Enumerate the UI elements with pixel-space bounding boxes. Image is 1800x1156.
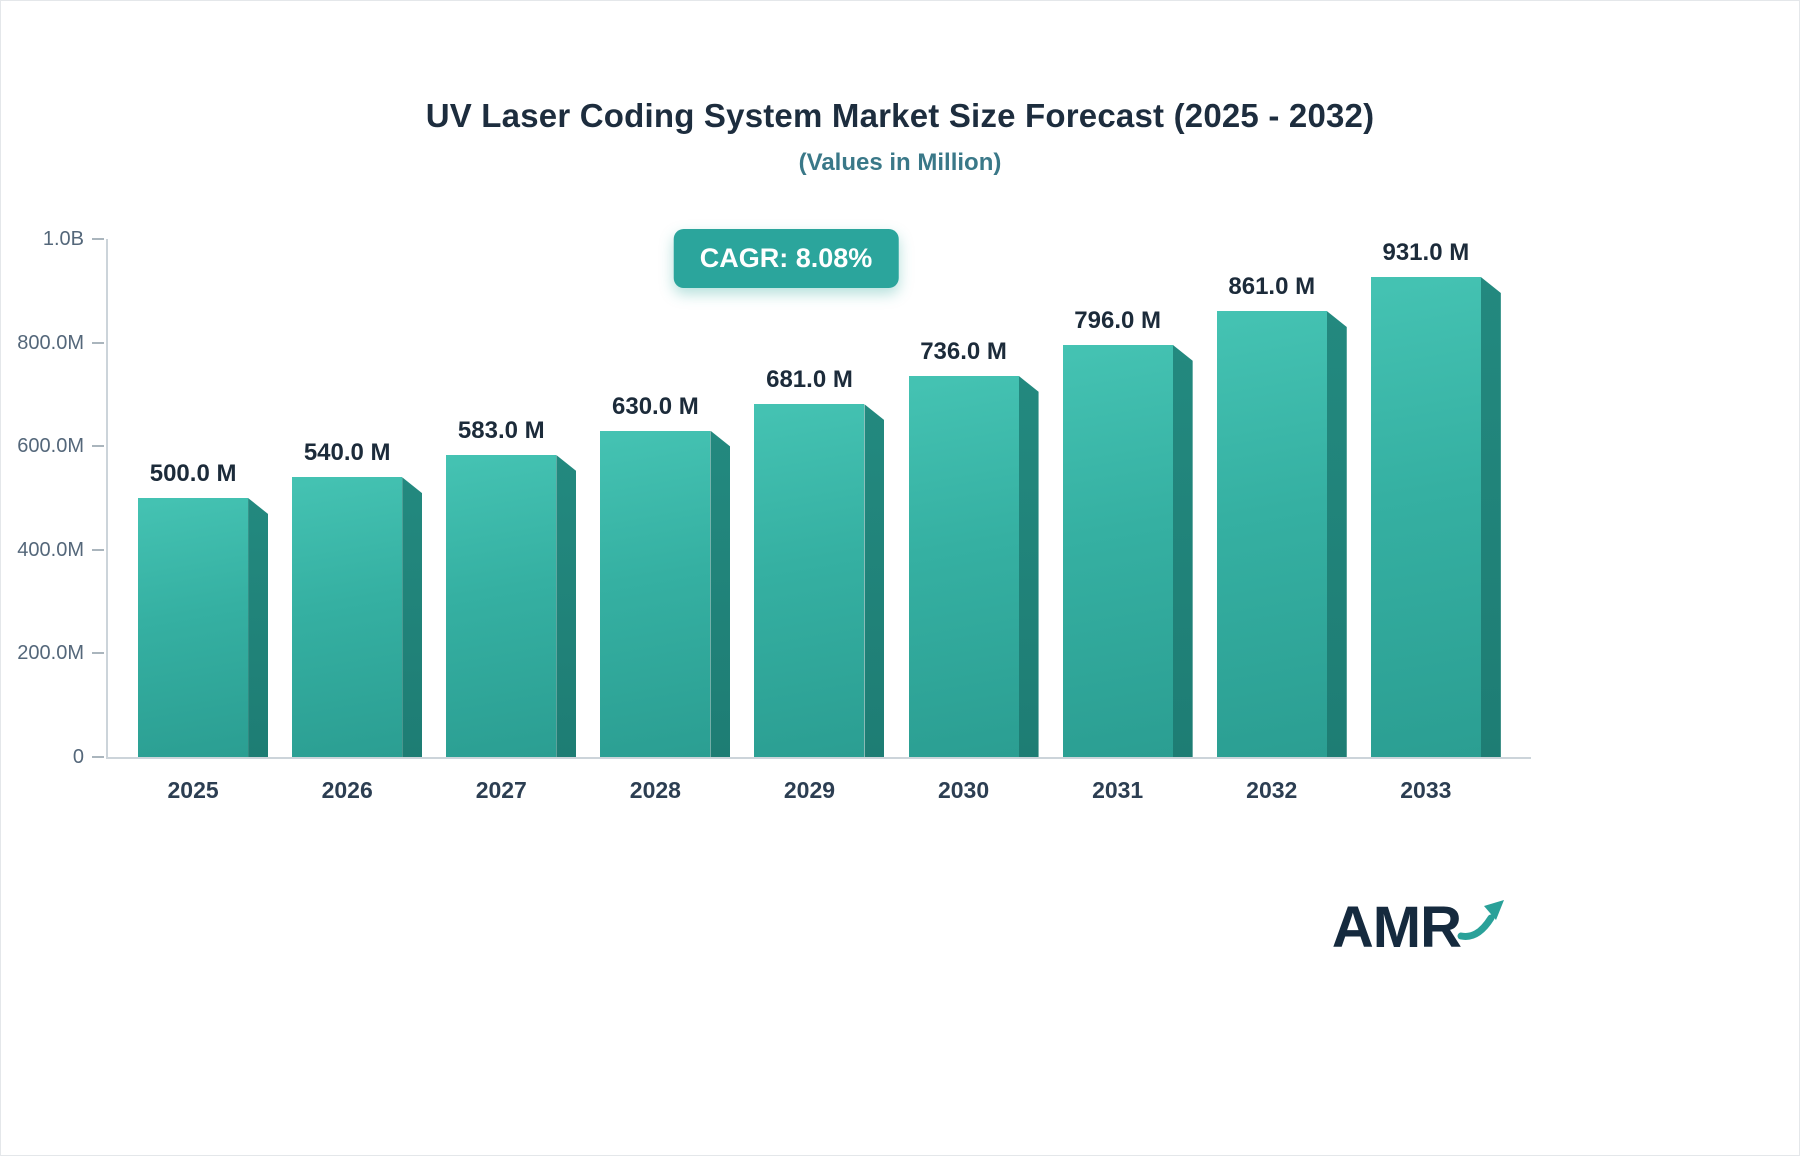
bar-side-face <box>248 498 269 757</box>
cagr-badge: CAGR: 8.08% <box>673 229 899 288</box>
bar-front-face <box>292 477 403 757</box>
x-axis-label: 2029 <box>783 777 836 803</box>
x-axis-label: 2031 <box>1092 777 1144 803</box>
x-axis-label: 2030 <box>937 777 990 803</box>
chart-subtitle: (Values in Million) <box>798 149 1002 176</box>
amr-logo: AMR <box>1332 894 1507 961</box>
bar-column: 796.0 M 2031 <box>1062 239 1193 803</box>
bar-front-face <box>1216 311 1327 757</box>
bar-value-label: 931.0 M <box>1382 239 1470 266</box>
bar-column: 540.0 M 2026 <box>292 239 423 803</box>
bar <box>1370 277 1501 757</box>
bar <box>446 455 577 757</box>
bar-side-face <box>402 477 423 757</box>
bar-side-face <box>1480 277 1501 757</box>
x-axis-label: 2033 <box>1400 777 1452 803</box>
y-axis-tick-label: 200.0M <box>17 642 84 665</box>
bar-value-label: 630.0 M <box>612 392 699 420</box>
bar <box>754 404 885 757</box>
amr-logo-text: AMR <box>1331 895 1462 960</box>
bar-value-label: 736.0 M <box>920 337 1007 365</box>
bar-front-face <box>1062 344 1173 757</box>
x-axis-label: 2027 <box>475 777 527 803</box>
y-axis-tick-label: 600.0M <box>17 435 84 458</box>
y-axis-tick-label: 800.0M <box>17 331 84 354</box>
y-axis-tick-mark <box>92 445 104 448</box>
bar-value-label: 861.0 M <box>1228 273 1316 301</box>
bar-side-face <box>710 430 731 757</box>
bar <box>1062 344 1193 757</box>
bar <box>292 477 423 757</box>
x-axis-label: 2032 <box>1246 777 1298 803</box>
chart-area: CAGR: 8.08% 0 200.0M 400.0M 600.0M 800.0M 1.0… <box>17 228 1531 803</box>
bar <box>138 498 269 757</box>
bar-front-face <box>138 498 249 757</box>
bar <box>1216 311 1347 757</box>
bar-side-face <box>864 404 885 757</box>
trend-up-arrow-icon <box>1455 896 1507 953</box>
bar-side-face <box>556 455 577 757</box>
bar-front-face <box>1370 277 1481 757</box>
y-axis-tick-mark <box>92 756 104 758</box>
y-axis-tick-mark <box>92 238 104 240</box>
x-axis-label: 2028 <box>629 777 681 803</box>
bar-side-face <box>1172 344 1193 757</box>
bar-column: 681.0 M 2029 <box>754 239 885 803</box>
y-axis-tick-mark <box>92 341 104 344</box>
y-axis-tick-mark <box>92 652 104 655</box>
bar-front-face <box>446 455 557 757</box>
bars: 500.0 M 2025 540.0 M 2026 583.0 M 2027 630.0 M… <box>108 239 1531 803</box>
y-axis-tick-mark <box>92 548 104 551</box>
y-axis-tick-label: 0 <box>72 746 84 768</box>
plot-area: 0 200.0M 400.0M 600.0M 800.0M 1.0B 500.0 M 202… <box>17 228 1531 803</box>
bar-side-face <box>1326 311 1347 757</box>
bar-front-face <box>600 430 711 757</box>
bar-value-label: 500.0 M <box>149 460 237 487</box>
y-axis-tick-label: 1.0B <box>42 228 84 250</box>
bar <box>908 375 1039 757</box>
bar-column: 500.0 M 2025 <box>138 239 269 803</box>
y-axis-tick-label: 400.0M <box>17 538 84 561</box>
bar-column: 630.0 M 2028 <box>600 239 731 803</box>
bar-column: 583.0 M 2027 <box>446 239 577 803</box>
bar-column: 736.0 M 2030 <box>908 239 1039 803</box>
bar-column: 931.0 M 2033 <box>1370 239 1501 803</box>
bar <box>600 430 731 757</box>
bar-column: 861.0 M 2032 <box>1216 239 1347 803</box>
x-axis-label: 2025 <box>167 777 219 803</box>
bar-value-label: 681.0 M <box>766 366 853 394</box>
bar-front-face <box>908 375 1019 757</box>
bar-front-face <box>754 404 865 757</box>
x-axis-label: 2026 <box>321 777 373 803</box>
bar-value-label: 796.0 M <box>1074 306 1162 334</box>
bar-value-label: 540.0 M <box>303 439 391 467</box>
bar-value-label: 583.0 M <box>457 417 545 445</box>
bar-side-face <box>1018 375 1039 757</box>
chart-title: UV Laser Coding System Market Size Forec… <box>425 97 1375 134</box>
